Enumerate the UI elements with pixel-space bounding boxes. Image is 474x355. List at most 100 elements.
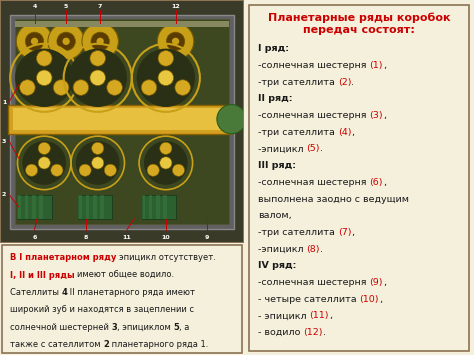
Circle shape [90, 70, 106, 86]
Text: III ряд:: III ряд: [258, 161, 296, 170]
Bar [8, 105, 231, 134]
Bar [39, 195, 43, 219]
Text: Сателлиты: Сателлиты [10, 288, 62, 297]
Text: I, II и III ряды: I, II и III ряды [10, 271, 77, 280]
Text: (9): (9) [369, 278, 383, 287]
Text: -эпицикл: -эпицикл [258, 245, 307, 253]
Circle shape [97, 38, 104, 45]
Bar [93, 195, 97, 219]
Text: , а: , а [179, 323, 190, 332]
Text: 4: 4 [32, 4, 36, 9]
Circle shape [53, 80, 69, 95]
Circle shape [73, 80, 89, 95]
Circle shape [141, 80, 157, 95]
Text: .: . [323, 328, 326, 337]
Circle shape [22, 141, 66, 185]
Text: (6): (6) [369, 178, 383, 187]
Text: -солнечная шестерня: -солнечная шестерня [258, 278, 369, 287]
Text: 2: 2 [2, 192, 6, 197]
Text: 12: 12 [171, 4, 180, 9]
Bar [142, 195, 145, 219]
Text: (2): (2) [338, 78, 351, 87]
Bar [100, 195, 104, 219]
Text: -солнечная шестерня: -солнечная шестерня [258, 111, 369, 120]
Text: -три сателлита: -три сателлита [258, 228, 338, 237]
Circle shape [91, 157, 104, 169]
Bar [78, 195, 112, 219]
Circle shape [26, 164, 37, 176]
Bar [25, 195, 28, 219]
Circle shape [31, 38, 38, 45]
Circle shape [90, 50, 106, 66]
Circle shape [147, 164, 159, 176]
Text: ,: , [383, 61, 386, 70]
Text: 10: 10 [162, 235, 170, 240]
Circle shape [158, 50, 173, 66]
Circle shape [82, 23, 118, 60]
Text: 1: 1 [2, 100, 6, 105]
Text: .: . [320, 245, 323, 253]
Text: 6: 6 [32, 235, 36, 240]
Text: , эпициклом: , эпициклом [117, 323, 173, 332]
Text: ,: , [383, 111, 386, 120]
Text: -эпицикл: -эпицикл [258, 144, 307, 153]
Text: 9: 9 [205, 235, 210, 240]
Text: - эпицикл: - эпицикл [258, 311, 310, 320]
Text: 7: 7 [98, 4, 102, 9]
Text: 3: 3 [111, 323, 117, 332]
Text: Планетарные ряды коробок
передач состоят:: Планетарные ряды коробок передач состоят… [268, 12, 450, 34]
Text: 8: 8 [83, 235, 88, 240]
Circle shape [157, 23, 194, 60]
Text: 4: 4 [62, 288, 67, 297]
Circle shape [69, 49, 127, 107]
Text: солнечной шестерней: солнечной шестерней [10, 323, 111, 332]
Circle shape [79, 164, 91, 176]
Circle shape [173, 164, 184, 176]
Text: (10): (10) [359, 295, 379, 304]
Bar [149, 195, 153, 219]
Polygon shape [10, 15, 234, 229]
Text: (7): (7) [338, 228, 351, 237]
Text: I ряд:: I ряд: [258, 44, 289, 53]
Text: ,: , [351, 128, 354, 137]
Text: широкий зуб и находятся в зацеплении с: широкий зуб и находятся в зацеплении с [10, 305, 194, 314]
Circle shape [36, 50, 52, 66]
Text: 5: 5 [173, 323, 179, 332]
Circle shape [57, 32, 75, 50]
Text: -солнечная шестерня: -солнечная шестерня [258, 61, 369, 70]
Text: - четыре сателлита: - четыре сателлита [258, 295, 359, 304]
Bar [156, 195, 160, 219]
Text: - водило: - водило [258, 328, 303, 337]
Text: ,: , [383, 278, 386, 287]
Circle shape [15, 49, 73, 107]
Circle shape [104, 164, 117, 176]
Text: II ряд:: II ряд: [258, 94, 292, 103]
Text: имеют общее водило.: имеют общее водило. [77, 271, 174, 280]
Bar [15, 21, 229, 27]
Text: (11): (11) [310, 311, 329, 320]
Text: II планетарного ряда имеют: II планетарного ряда имеют [67, 288, 195, 297]
Text: валом,: валом, [258, 211, 292, 220]
Bar [142, 195, 175, 219]
Circle shape [91, 32, 109, 50]
Text: (1): (1) [369, 61, 383, 70]
Text: (8): (8) [307, 245, 320, 253]
Text: -три сателлита: -три сателлита [258, 78, 338, 87]
Circle shape [91, 142, 104, 154]
Circle shape [19, 80, 35, 95]
Text: 2: 2 [103, 340, 109, 349]
Text: .: . [351, 78, 354, 87]
Circle shape [166, 32, 185, 50]
Circle shape [160, 157, 172, 169]
Bar [164, 195, 167, 219]
Bar [0, 0, 244, 243]
Text: -три сателлита: -три сателлита [258, 128, 338, 137]
Bar [86, 195, 89, 219]
Circle shape [217, 105, 246, 134]
Polygon shape [15, 20, 229, 224]
Circle shape [38, 157, 50, 169]
Text: (5): (5) [307, 144, 320, 153]
Text: -солнечная шестерня: -солнечная шестерня [258, 178, 369, 187]
Circle shape [76, 141, 119, 185]
Circle shape [158, 70, 173, 86]
